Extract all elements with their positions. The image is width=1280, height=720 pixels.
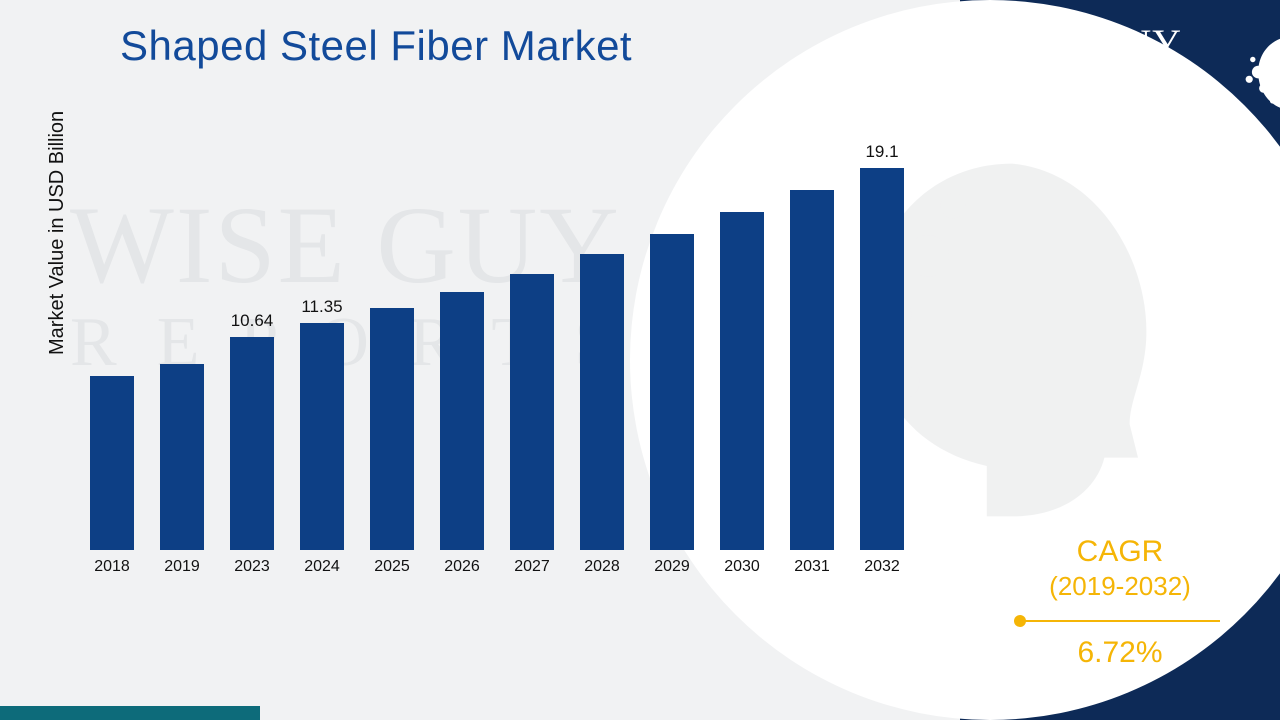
chart-bar [300, 323, 344, 550]
chart-bar [230, 337, 274, 550]
chart-title: Shaped Steel Fiber Market [120, 22, 632, 70]
x-tick-label: 2026 [430, 558, 494, 576]
cagr-value: 6.72% [990, 636, 1250, 670]
x-tick-label: 2028 [570, 558, 634, 576]
cagr-divider [1020, 620, 1220, 622]
bottom-accent-bar [0, 706, 260, 720]
x-tick-label: 2030 [710, 558, 774, 576]
logo-line2: REPORTS [980, 63, 1182, 89]
x-tick-label: 2027 [500, 558, 564, 576]
chart-bar [720, 212, 764, 550]
x-tick-label: 2031 [780, 558, 844, 576]
chart-bar [160, 364, 204, 550]
chart-bar [580, 254, 624, 550]
chart-bar [790, 190, 834, 550]
chart-bar [650, 234, 694, 550]
chart-container: Market Value in USD Billion 201820192023… [60, 150, 940, 610]
logo-head-icon [1242, 32, 1280, 132]
logo-line1: WISE GUY [980, 20, 1182, 67]
chart-bar [860, 168, 904, 550]
bar-value-label: 19.1 [850, 142, 914, 162]
y-axis-label: Market Value in USD Billion [46, 111, 69, 355]
x-tick-label: 2025 [360, 558, 424, 576]
chart-bar [90, 376, 134, 550]
x-tick-label: 2023 [220, 558, 284, 576]
cagr-years: (2019-2032) [990, 571, 1250, 602]
x-tick-label: 2018 [80, 558, 144, 576]
bar-value-label: 10.64 [220, 311, 284, 331]
x-tick-label: 2029 [640, 558, 704, 576]
chart-bar [510, 274, 554, 550]
cagr-block: CAGR (2019-2032) 6.72% [990, 535, 1250, 670]
cagr-title: CAGR [990, 535, 1250, 569]
x-tick-label: 2024 [290, 558, 354, 576]
x-tick-label: 2032 [850, 558, 914, 576]
chart-bar [370, 308, 414, 550]
bar-plot: 20182019202310.64202411.3520252026202720… [90, 150, 940, 550]
brand-logo: WISE GUY REPORTS [980, 20, 1260, 89]
x-tick-label: 2019 [150, 558, 214, 576]
bar-value-label: 11.35 [290, 297, 354, 317]
chart-bar [440, 292, 484, 550]
